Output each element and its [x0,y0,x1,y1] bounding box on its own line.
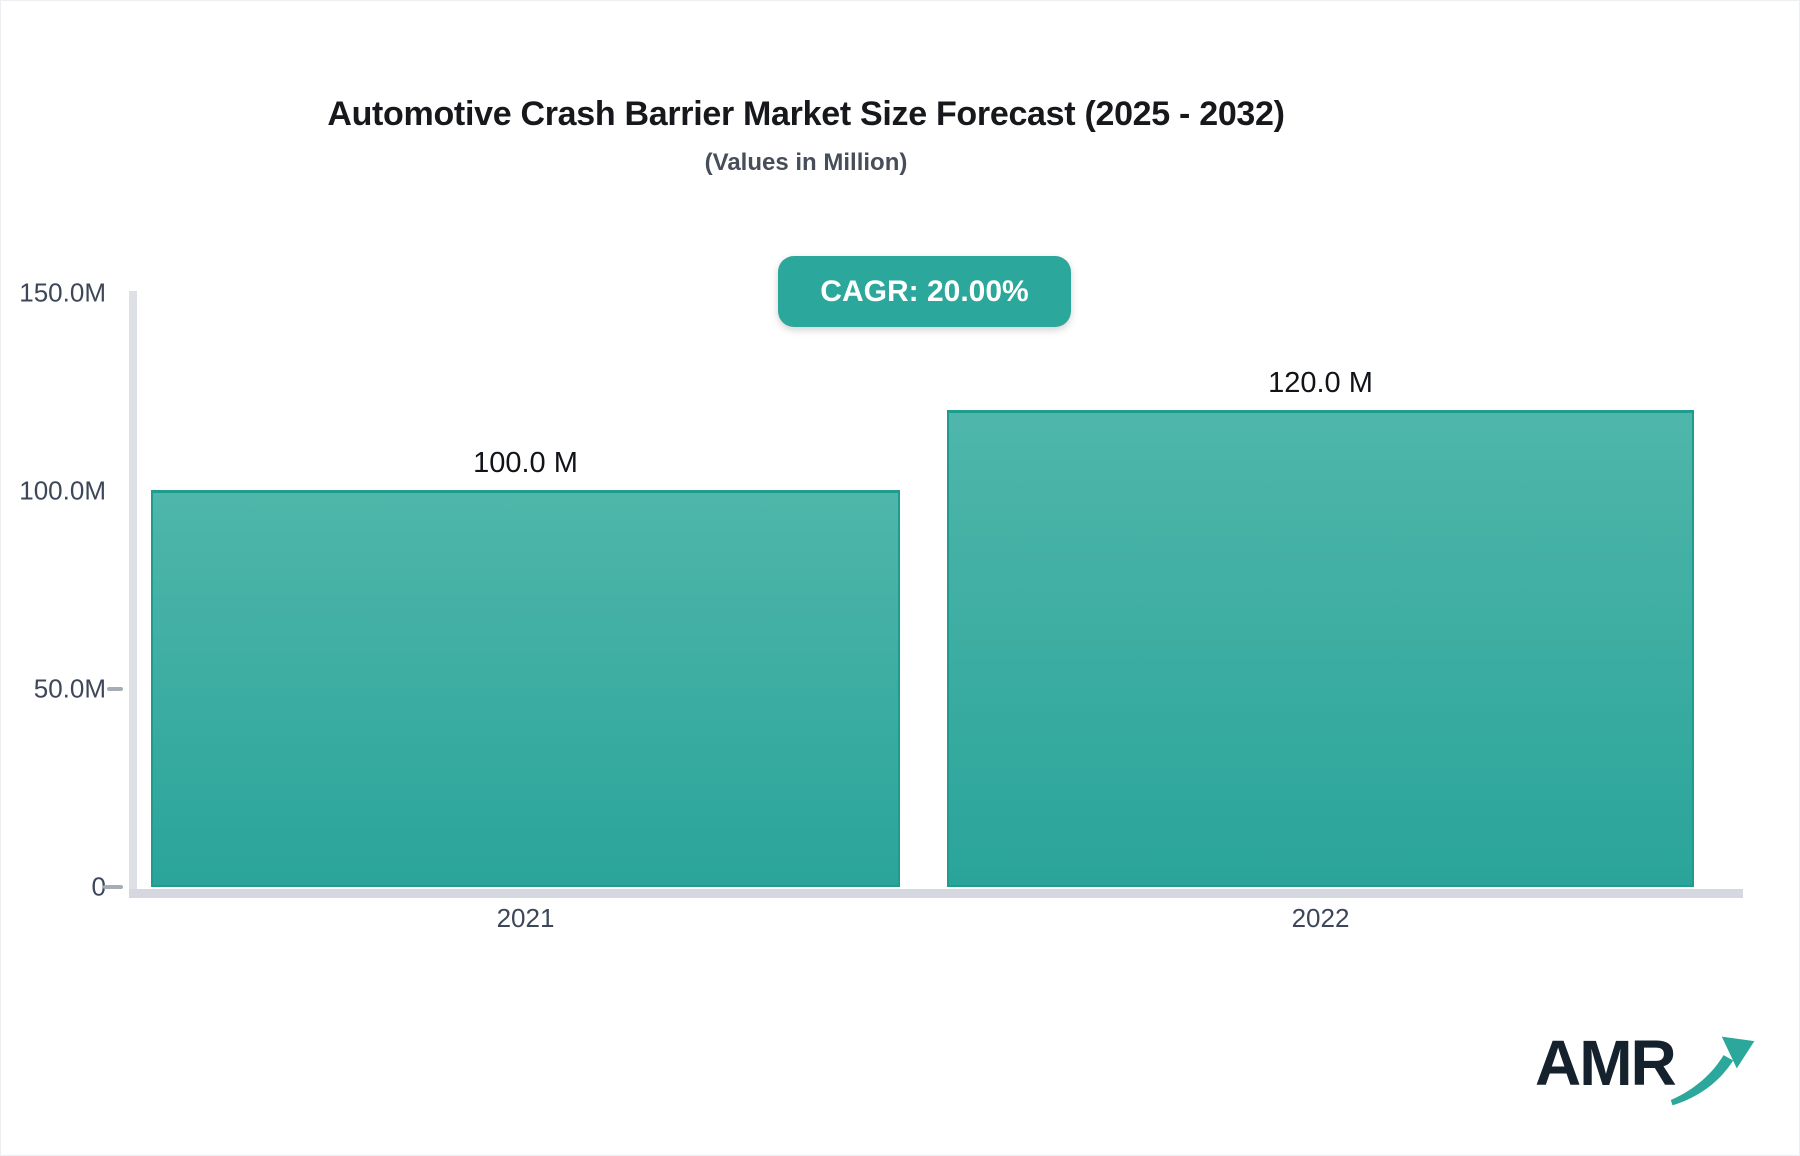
bar-group-2021: 100.0 M 2021 [151,1,900,1155]
trending-up-arrow-icon [1670,1036,1755,1106]
bar-group-2022: 120.0 M 2022 [947,1,1694,1155]
y-axis-label-150: 150.0M [19,277,106,308]
cagr-badge-label: CAGR: 20.00% [820,274,1029,308]
amr-logo: AMR [1535,1031,1757,1109]
y-tick-mark-50 [107,687,123,691]
cagr-badge: CAGR: 20.00% [778,256,1071,327]
amr-logo-text: AMR [1535,1027,1677,1099]
chart-subtitle: (Values in Million) [704,149,908,176]
y-tick-mark-0 [103,885,123,889]
x-axis-line [129,889,1743,898]
bar-value-label-2021: 100.0 M [473,446,578,479]
x-axis-label-2021: 2021 [496,903,555,933]
bar-2021 [151,489,900,887]
y-axis-label-50: 50.0M [33,673,106,704]
y-axis-label-100: 100.0M [19,475,106,506]
bar-2022 [947,410,1694,887]
chart-title: Automotive Crash Barrier Market Size For… [327,95,1285,133]
x-axis-label-2022: 2022 [1291,903,1350,933]
y-axis-label-0: 0 [91,871,106,902]
y-axis-line [129,291,137,897]
bar-value-label-2022: 120.0 M [1268,367,1373,400]
